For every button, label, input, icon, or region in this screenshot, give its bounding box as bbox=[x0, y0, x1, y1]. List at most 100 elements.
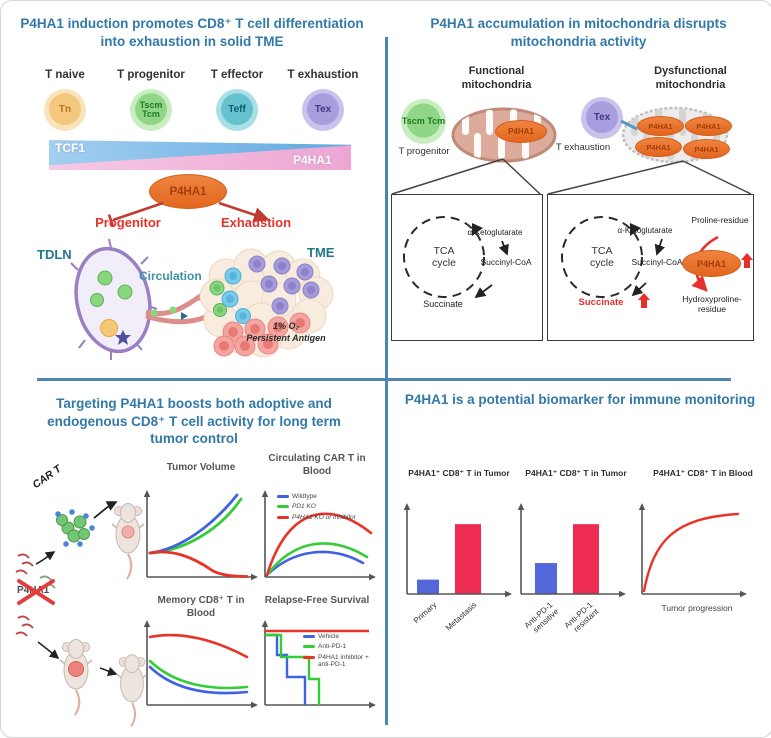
vehicle-steps bbox=[265, 633, 307, 705]
tdln-tme-illustration bbox=[70, 238, 334, 360]
t-progenitor-label: T progenitor bbox=[398, 146, 450, 157]
legend-swatch-vehicle bbox=[303, 635, 315, 638]
car-blood-legend: Wildtype PD1 KO P4HA1 KO or inhibitor bbox=[277, 493, 356, 521]
tme-label: TME bbox=[307, 245, 335, 260]
car-blood-title: Circulating CAR T in Blood bbox=[268, 453, 366, 477]
tex-connector bbox=[620, 119, 638, 131]
bar-resistant bbox=[573, 524, 599, 594]
gradient-bar: TCF1 P4HA1 bbox=[49, 140, 351, 170]
progenitor-label: Progenitor bbox=[95, 215, 161, 230]
q4-chart1-title: P4HA1⁺ CD8⁺ T in Tumor bbox=[408, 468, 510, 478]
car-blood-chart bbox=[261, 490, 376, 581]
pd1ko-curve bbox=[265, 542, 369, 577]
biomarker-bar-chart-1 bbox=[403, 503, 512, 598]
circulating-cell bbox=[150, 309, 158, 317]
tca-cycle-label: TCA cycle bbox=[432, 245, 456, 270]
knockout-x-icon bbox=[17, 579, 55, 605]
teff-cell: Teff bbox=[216, 89, 258, 131]
p4ha1-curve bbox=[148, 633, 249, 659]
bar-sensitive bbox=[535, 563, 557, 594]
tumor-mouse1 bbox=[121, 525, 135, 539]
biomarker-bar-chart-2 bbox=[517, 503, 626, 598]
zoom-connector-lines bbox=[391, 119, 752, 195]
antipd1-curve bbox=[148, 659, 249, 690]
bar-primary bbox=[417, 579, 439, 594]
bar-metastasis bbox=[455, 524, 481, 594]
blood-p4ha1-curve bbox=[642, 512, 740, 593]
dysfunctional-mito-label: Dysfunctional mitochondria bbox=[654, 65, 727, 91]
q3-title: Targeting P4HA1 boosts both adoptive and… bbox=[47, 396, 341, 447]
tn-cell: Tn bbox=[44, 89, 86, 131]
legend-wildtype: Wildtype bbox=[292, 493, 317, 500]
legend-vehicle: Vehicle bbox=[318, 633, 339, 640]
q4-chart3-title: P4HA1⁺ CD8⁺ T in Blood bbox=[653, 468, 753, 478]
mouse-car-t bbox=[110, 502, 146, 581]
vehicle-curve bbox=[148, 665, 249, 695]
naive-cell-in-node bbox=[100, 319, 118, 337]
tme-cyan-cells bbox=[221, 267, 251, 324]
tex-cell-q2: Tex bbox=[581, 97, 623, 139]
arrow-cells-to-mouse bbox=[93, 501, 118, 519]
mouse-endogenous bbox=[58, 638, 94, 717]
legend-swatch-combo bbox=[303, 655, 315, 659]
tca-cycle-label-dys: TCA cycle bbox=[590, 245, 614, 270]
inhibit-arrow-line bbox=[112, 201, 164, 222]
tme-green-cells bbox=[209, 280, 227, 317]
p4ha1-oval-functional: P4HA1 bbox=[495, 120, 547, 143]
legend-antipd1: Anti-PD-1 bbox=[318, 643, 347, 651]
cell-label-teffector: T effector bbox=[210, 69, 264, 81]
inhibit-bar bbox=[107, 214, 115, 227]
hub-arrows bbox=[107, 201, 270, 227]
car-t-cluster bbox=[55, 509, 95, 547]
legend-swatch-p4ha1ko bbox=[277, 515, 289, 519]
functional-tca-box: TCA cycle α-Ketoglutarate Succinyl-CoA S… bbox=[391, 194, 543, 341]
mice-illustration bbox=[15, 501, 146, 728]
arrow-vectors-to-cells bbox=[35, 551, 56, 565]
akg-label: α-Ketoglutarate bbox=[467, 228, 523, 237]
tcf1-label: TCF1 bbox=[55, 141, 85, 155]
tscm-cell-q2: Tscm Tcm bbox=[401, 99, 446, 144]
exhaustion-label: Exhaustion bbox=[220, 215, 292, 230]
cell-label-texhaustion: T exhaustion bbox=[287, 69, 359, 81]
tme-cluster bbox=[199, 248, 334, 358]
progenitor-cell-in-node bbox=[97, 270, 113, 286]
p4ha1-oval-4: P4HA1 bbox=[683, 139, 730, 159]
p4ha1-oval-box: P4HA1 bbox=[682, 250, 741, 277]
circulation-label: Circulation bbox=[139, 269, 202, 283]
tdln-label: TDLN bbox=[37, 247, 72, 262]
legend-swatch-antipd1 bbox=[303, 645, 315, 649]
t-exhaustion-label: T exhaustion bbox=[555, 142, 611, 153]
functional-mito-label: Functional mitochondria bbox=[461, 65, 532, 91]
xlabel-tumor-progression: Tumor progression bbox=[661, 603, 733, 613]
lymph-node-drawing bbox=[70, 238, 158, 360]
q4-title: P4HA1 is a potential biomarker for immun… bbox=[404, 392, 756, 407]
vector-icons-red-2 bbox=[15, 615, 34, 637]
tumor-mouse2 bbox=[68, 661, 84, 677]
legend-swatch-pd1ko bbox=[277, 505, 289, 509]
p4ha1-gradient-label: P4HA1 bbox=[293, 153, 332, 167]
promote-arrow bbox=[218, 201, 270, 223]
tme-tumor-cells bbox=[213, 312, 311, 357]
p4ha1-hub-oval: P4HA1 bbox=[149, 174, 227, 209]
wildtype-curve bbox=[148, 493, 239, 555]
vector-icons-red bbox=[15, 553, 34, 575]
succinate-label-dys: Succinate bbox=[578, 297, 624, 308]
horizontal-divider bbox=[37, 378, 731, 381]
q1-title: P4HA1 induction promotes CD8⁺ T cell dif… bbox=[20, 16, 364, 49]
dendritic-cell bbox=[115, 330, 131, 345]
arrow-to-mouse3 bbox=[99, 666, 118, 677]
legend-combo: P4HA1 inhibitor + anti-PD-1 bbox=[318, 653, 369, 669]
circulating-cell bbox=[169, 306, 177, 314]
legend-pd1ko: PD1 KO bbox=[292, 503, 316, 511]
succinyl-label: Succinyl-CoA bbox=[480, 257, 532, 267]
legend-p4ha1ko: P4HA1 KO or inhibitor bbox=[292, 513, 356, 521]
cell-label-tnaive: T naive bbox=[45, 69, 85, 81]
memory-title: Memory CD8⁺ T in Blood bbox=[157, 595, 245, 619]
p4ha1ko-curve bbox=[265, 512, 373, 577]
tex-cell: Tex bbox=[302, 89, 344, 131]
flow-arrowhead bbox=[181, 312, 188, 320]
p4ha1-oval-1: P4HA1 bbox=[637, 116, 684, 136]
p4ha1ko-curve bbox=[148, 550, 249, 578]
succinyl-label-dys: Succinyl-CoA bbox=[631, 257, 683, 267]
legend-swatch-wildtype bbox=[277, 495, 289, 498]
